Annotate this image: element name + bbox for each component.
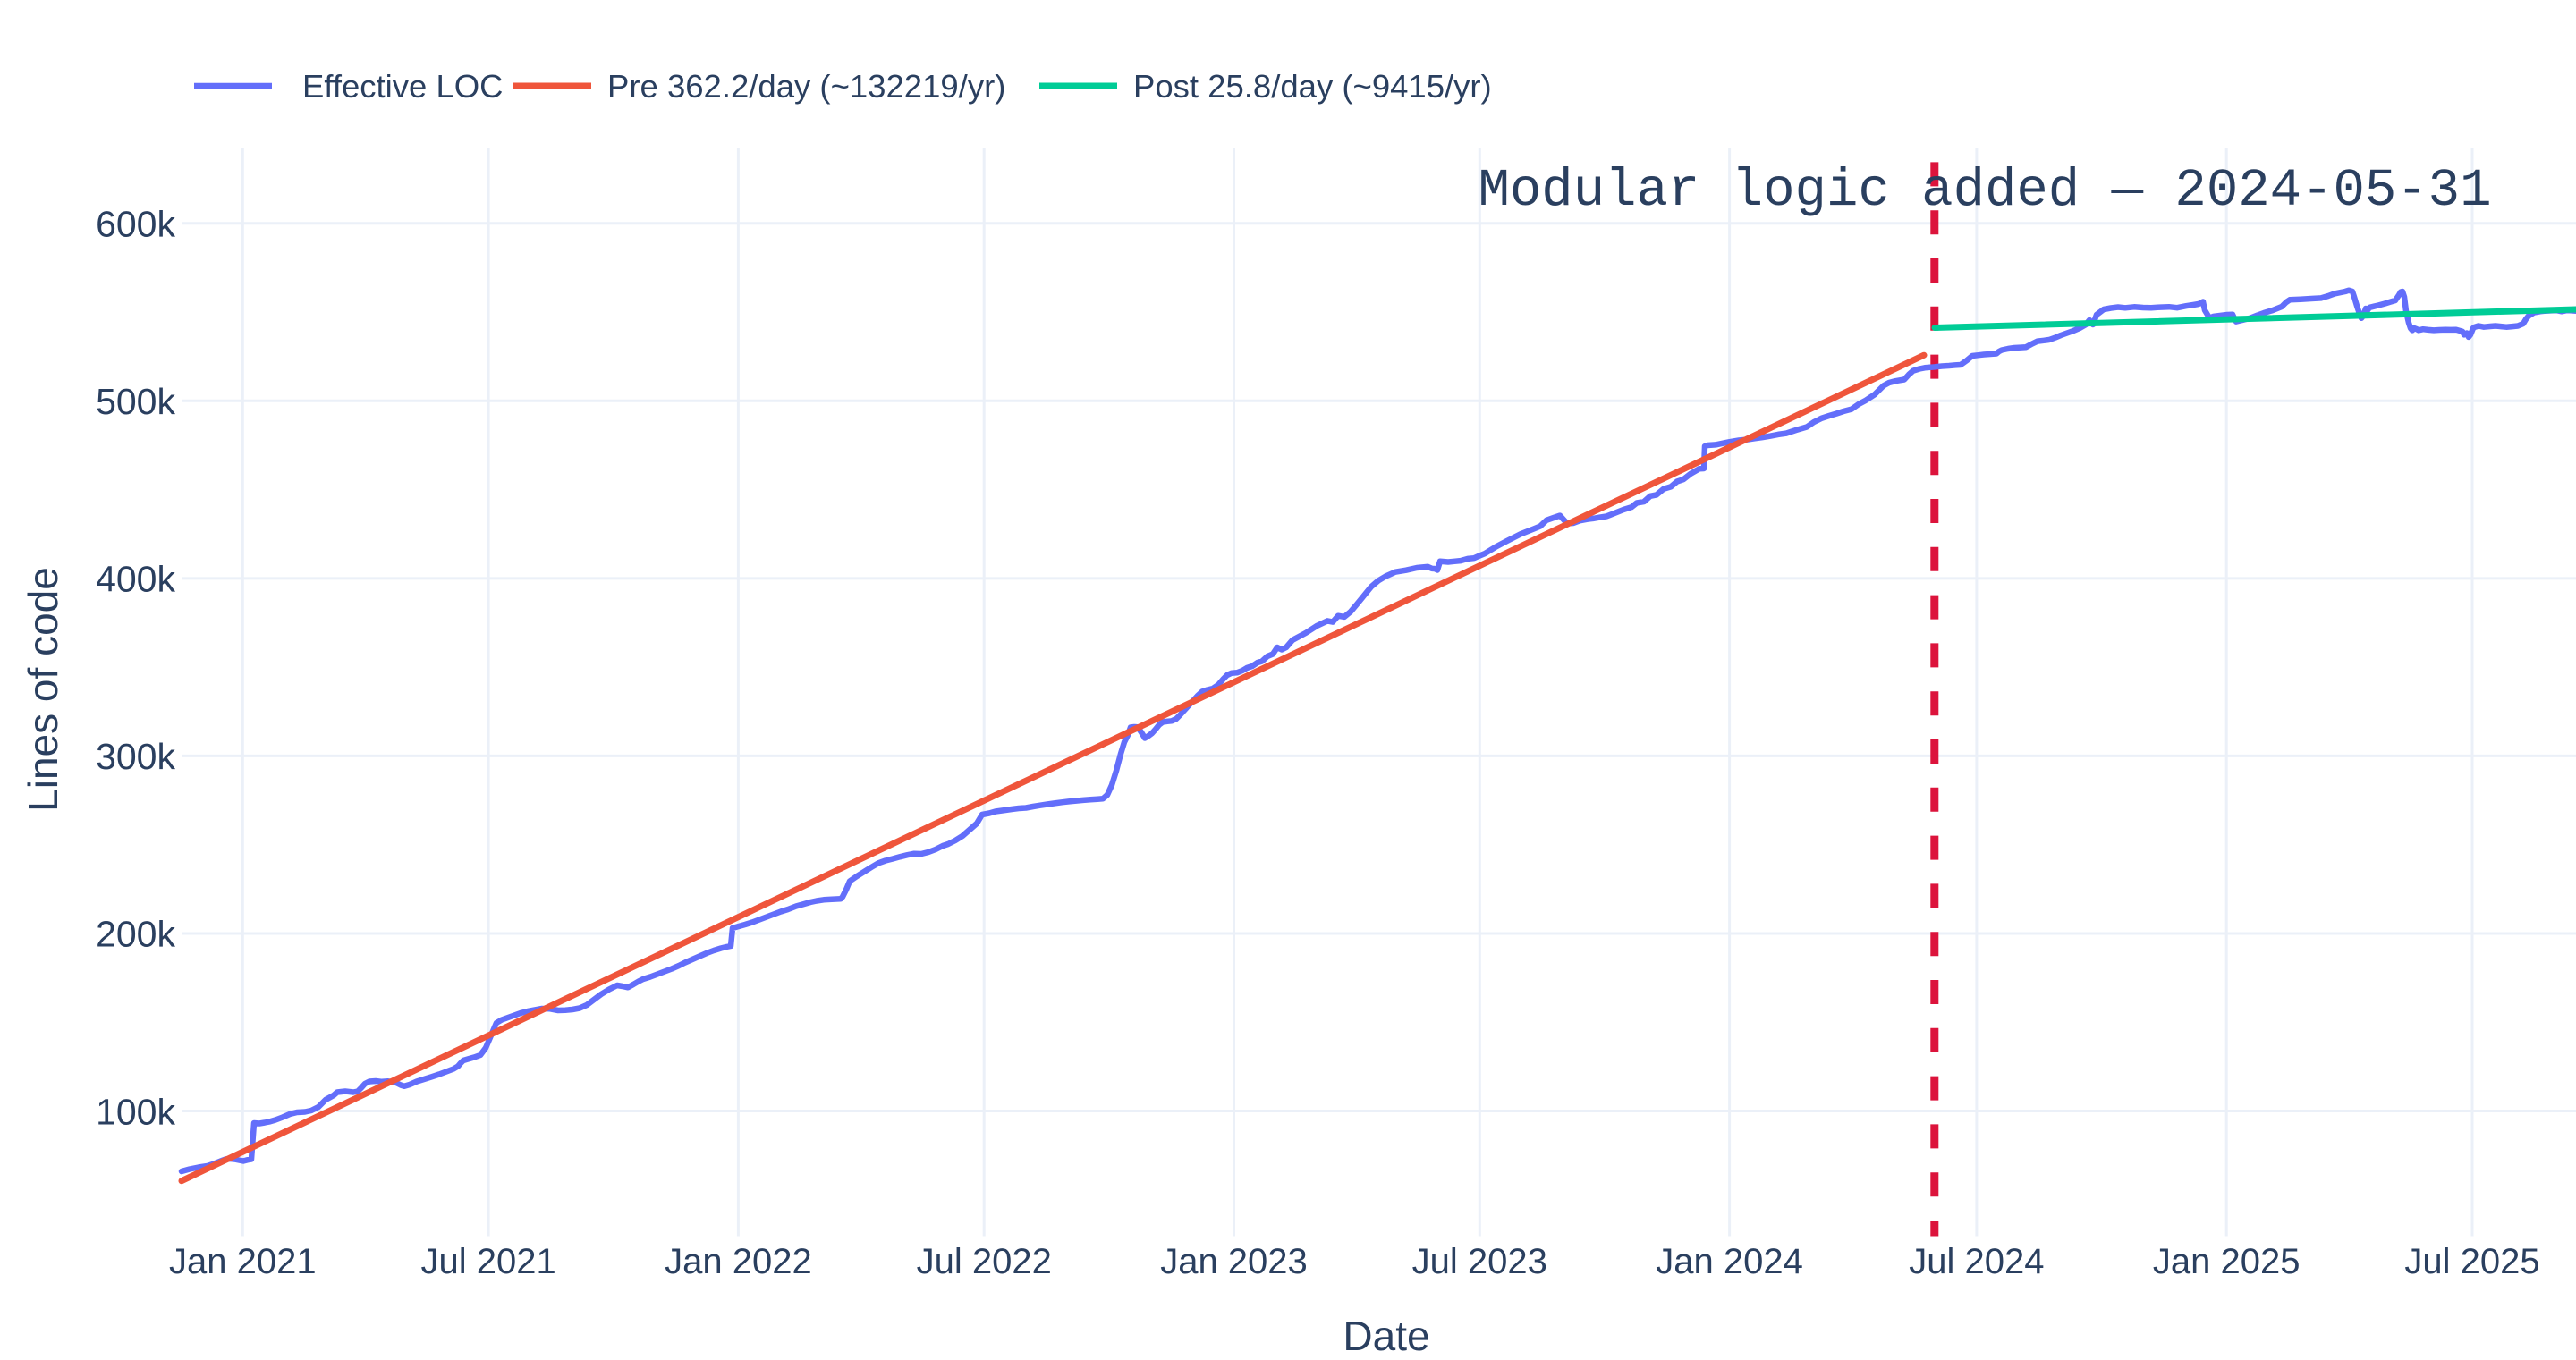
- svg-text:400k: 400k: [96, 559, 175, 600]
- svg-text:300k: 300k: [96, 736, 175, 777]
- svg-text:Jul 2023: Jul 2023: [1412, 1242, 1547, 1281]
- svg-text:Jul 2021: Jul 2021: [420, 1242, 555, 1281]
- svg-text:Jul 2025: Jul 2025: [2404, 1242, 2539, 1281]
- svg-text:Date: Date: [1343, 1313, 1429, 1359]
- svg-text:Effective LOC: Effective LOC: [302, 68, 504, 105]
- svg-text:100k: 100k: [96, 1091, 175, 1132]
- svg-text:Modular logic added — 2024-05-: Modular logic added — 2024-05-31: [1479, 161, 2492, 221]
- svg-text:600k: 600k: [96, 204, 175, 245]
- svg-text:Jan 2021: Jan 2021: [169, 1242, 317, 1281]
- svg-text:Jan 2024: Jan 2024: [1656, 1242, 1803, 1281]
- svg-text:Jan 2023: Jan 2023: [1160, 1242, 1308, 1281]
- svg-text:Jul 2024: Jul 2024: [1909, 1242, 2044, 1281]
- svg-text:Jul 2022: Jul 2022: [917, 1242, 1052, 1281]
- svg-text:Jan 2022: Jan 2022: [665, 1242, 812, 1281]
- svg-text:Lines of code: Lines of code: [20, 567, 66, 812]
- svg-text:Post 25.8/day (~9415/yr): Post 25.8/day (~9415/yr): [1133, 68, 1492, 105]
- svg-text:200k: 200k: [96, 914, 175, 955]
- svg-text:Jan 2025: Jan 2025: [2153, 1242, 2301, 1281]
- svg-text:500k: 500k: [96, 381, 175, 422]
- svg-text:Pre 362.2/day (~132219/yr): Pre 362.2/day (~132219/yr): [607, 68, 1005, 105]
